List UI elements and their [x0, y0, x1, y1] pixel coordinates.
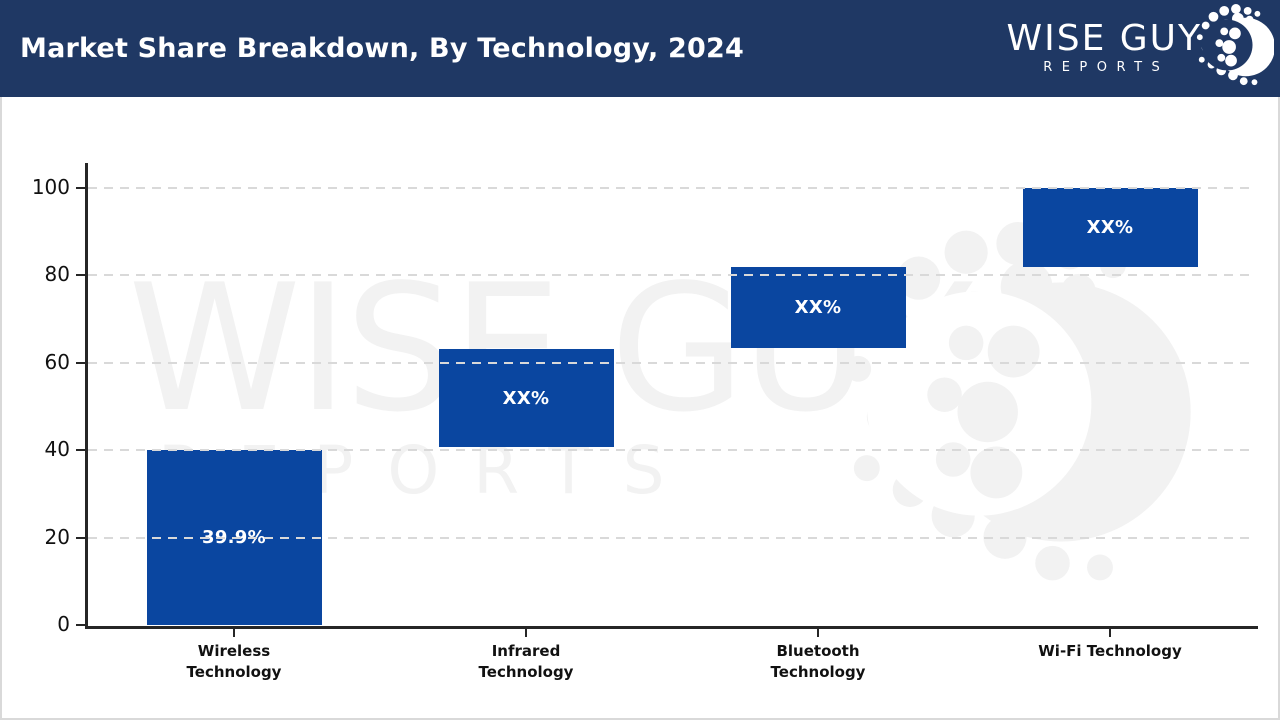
bar-infrared-technology: XX%	[438, 349, 614, 447]
y-tick-label-40: 40	[44, 437, 70, 461]
dotted-face-profile-icon	[1196, 4, 1274, 86]
brand-subname: REPORTS	[1043, 59, 1170, 75]
x-category-label-infrared-technology: Infrared Technology	[406, 641, 646, 683]
bar-value-label-infrared-technology: XX%	[502, 387, 550, 409]
brand-logo: WISE GUY REPORTS	[1007, 4, 1274, 90]
watermark-head-graphic	[815, 222, 1195, 606]
x-category-label-line: Technology	[770, 663, 866, 681]
brand-logo-text: WISE GUY REPORTS	[1007, 19, 1203, 75]
y-tick-mark-40	[76, 449, 85, 451]
y-tick-mark-20	[76, 536, 85, 539]
x-tick-mark-wireless-technology	[233, 629, 235, 637]
bar-value-label-bluetooth-technology: XX%	[794, 296, 842, 318]
bar-value-label-wi-fi-technology: XX%	[1086, 216, 1134, 238]
y-tick-label-80: 80	[44, 262, 70, 286]
dotted-face-profile-graphic-large	[845, 222, 1191, 581]
gridline-y-60	[88, 361, 1256, 364]
page-title: Market Share Breakdown, By Technology, 2…	[20, 33, 745, 64]
x-category-label-line: Infrared	[491, 642, 561, 660]
x-axis-line	[85, 626, 1258, 629]
y-tick-mark-80	[76, 274, 85, 276]
gridline-y-40	[88, 449, 1256, 451]
x-category-label-bluetooth-technology: Bluetooth Technology	[698, 641, 938, 683]
y-tick-mark-0	[76, 624, 85, 626]
x-category-label-line: Technology	[478, 663, 574, 681]
brand-name: WISE GUY	[1006, 18, 1202, 60]
y-tick-mark-60	[76, 361, 85, 364]
x-tick-mark-bluetooth-technology	[817, 629, 819, 637]
x-category-label-line: Wi-Fi Technology	[1038, 642, 1182, 660]
x-tick-mark-wi-fi-technology	[1109, 629, 1111, 637]
y-axis-line	[85, 163, 88, 629]
y-tick-mark-100	[76, 186, 85, 189]
bar-bluetooth-technology: XX%	[730, 266, 906, 349]
x-category-label-line: Bluetooth	[776, 642, 860, 660]
x-category-label-wireless-technology: Wireless Technology	[114, 641, 354, 683]
y-tick-label-100: 100	[31, 174, 70, 199]
gridline-y-80	[88, 274, 1256, 276]
x-tick-mark-infrared-technology	[525, 629, 527, 637]
y-tick-label-60: 60	[44, 349, 70, 374]
gridline-y-100	[88, 186, 1256, 189]
x-category-label-line: Technology	[186, 663, 282, 681]
y-tick-label-0: 0	[57, 612, 70, 636]
x-category-label-wi-fi-technology: Wi-Fi Technology	[990, 641, 1230, 662]
x-category-label-line: Wireless	[197, 642, 271, 660]
gridline-y-20	[88, 536, 1256, 539]
header-bar: Market Share Breakdown, By Technology, 2…	[0, 0, 1280, 97]
bar-wi-fi-technology: XX%	[1022, 187, 1198, 267]
y-tick-label-20: 20	[44, 524, 70, 549]
